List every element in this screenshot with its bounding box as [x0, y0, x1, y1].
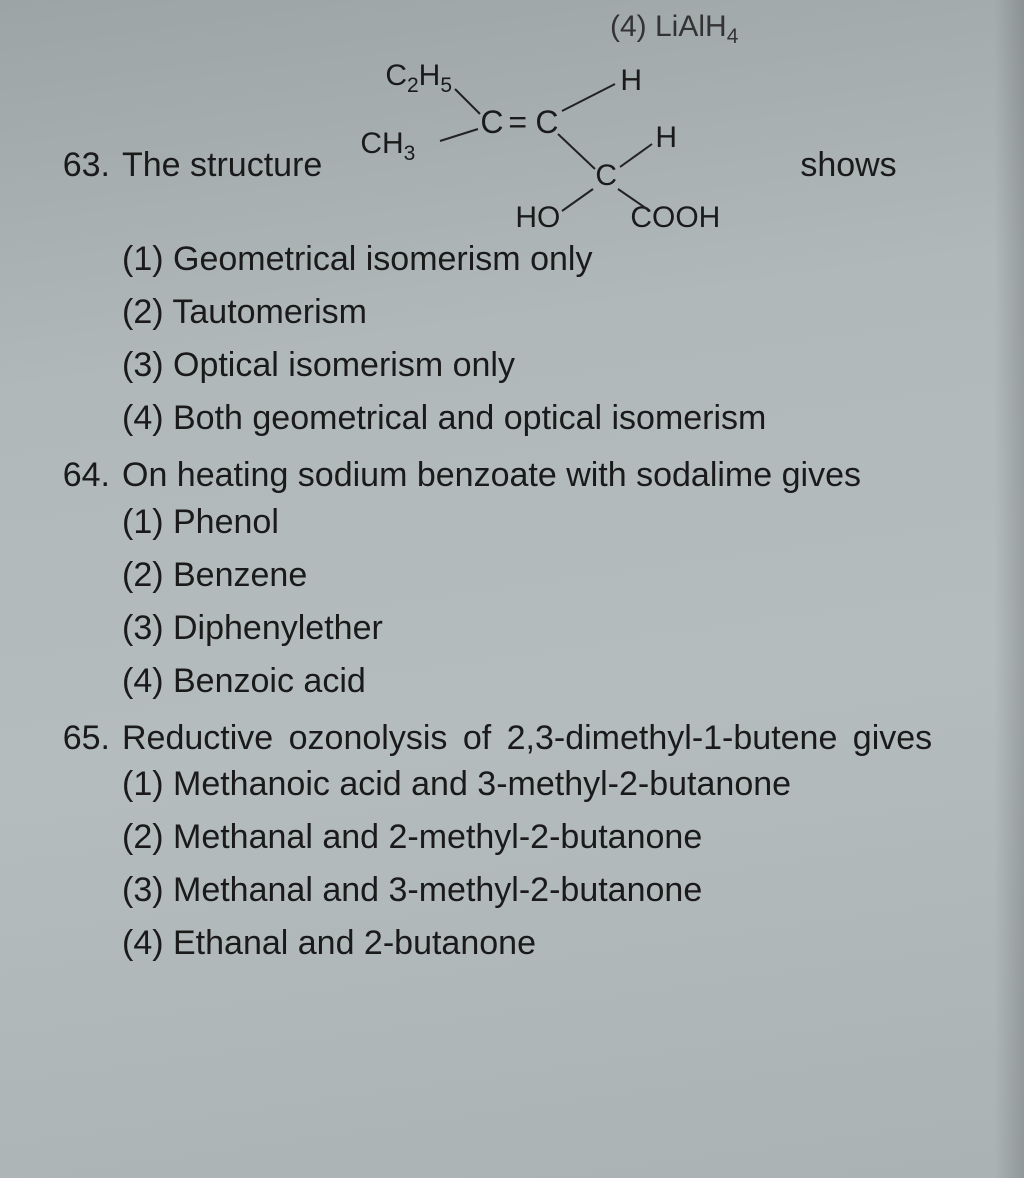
q63-options: (1) Geometrical isomerism only (2) Tauto…: [122, 234, 1004, 444]
q64-opt-1: (1) Phenol: [122, 497, 1004, 548]
bonds-svg: [330, 59, 760, 234]
q65-opt-3: (3) Methanal and 3-methyl-2-butanone: [122, 865, 1004, 916]
q63-opt-3: (3) Optical isomerism only: [122, 340, 1004, 391]
partial-previous-option: (4) LiAlH4: [610, 10, 1004, 49]
q64-text: On heating sodium benzoate with sodalime…: [122, 454, 1004, 497]
q65-opt-2: (2) Methanal and 2-methyl-2-butanone: [122, 812, 1004, 863]
partial-sub: 4: [727, 25, 739, 48]
page-curl-shadow: [994, 0, 1024, 1178]
question-65: 65. Reductive ozonolysis of 2,3-dimethyl…: [40, 717, 1004, 970]
q63-text-left: The structure: [122, 108, 322, 185]
q65-options: (1) Methanoic acid and 3-methyl-2-butano…: [122, 759, 1004, 969]
q64-opt-4: (4) Benzoic acid: [122, 656, 1004, 707]
q65-opt-4: (4) Ethanal and 2-butanone: [122, 918, 1004, 969]
q63-opt-1: (1) Geometrical isomerism only: [122, 234, 1004, 285]
q64-opt-2: (2) Benzene: [122, 550, 1004, 601]
page-content: (4) LiAlH4 63. The structure C2H5 CH3 C …: [0, 0, 1024, 999]
q64-number: 64.: [40, 454, 122, 497]
chemical-structure: C2H5 CH3 C = C H C H HO COOH: [330, 59, 760, 234]
q64-opt-3: (3) Diphenylether: [122, 603, 1004, 654]
question-64: 64. On heating sodium benzoate with soda…: [40, 454, 1004, 707]
q63-opt-4: (4) Both geometrical and optical isomeri…: [122, 393, 1004, 444]
q64-options: (1) Phenol (2) Benzene (3) Diphenylether…: [122, 497, 1004, 707]
q63-opt-2: (2) Tautomerism: [122, 287, 1004, 338]
q63-text-right: shows: [800, 108, 896, 185]
question-63: 63. The structure C2H5 CH3 C = C H C: [40, 59, 1004, 444]
q65-opt-1: (1) Methanoic acid and 3-methyl-2-butano…: [122, 759, 1004, 810]
q65-text: Reductive ozonolysis of 2,3-dimethyl-1-b…: [122, 717, 1004, 760]
q65-number: 65.: [40, 717, 122, 760]
partial-text: (4) LiAlH: [610, 10, 727, 43]
q63-number: 63.: [40, 108, 122, 185]
